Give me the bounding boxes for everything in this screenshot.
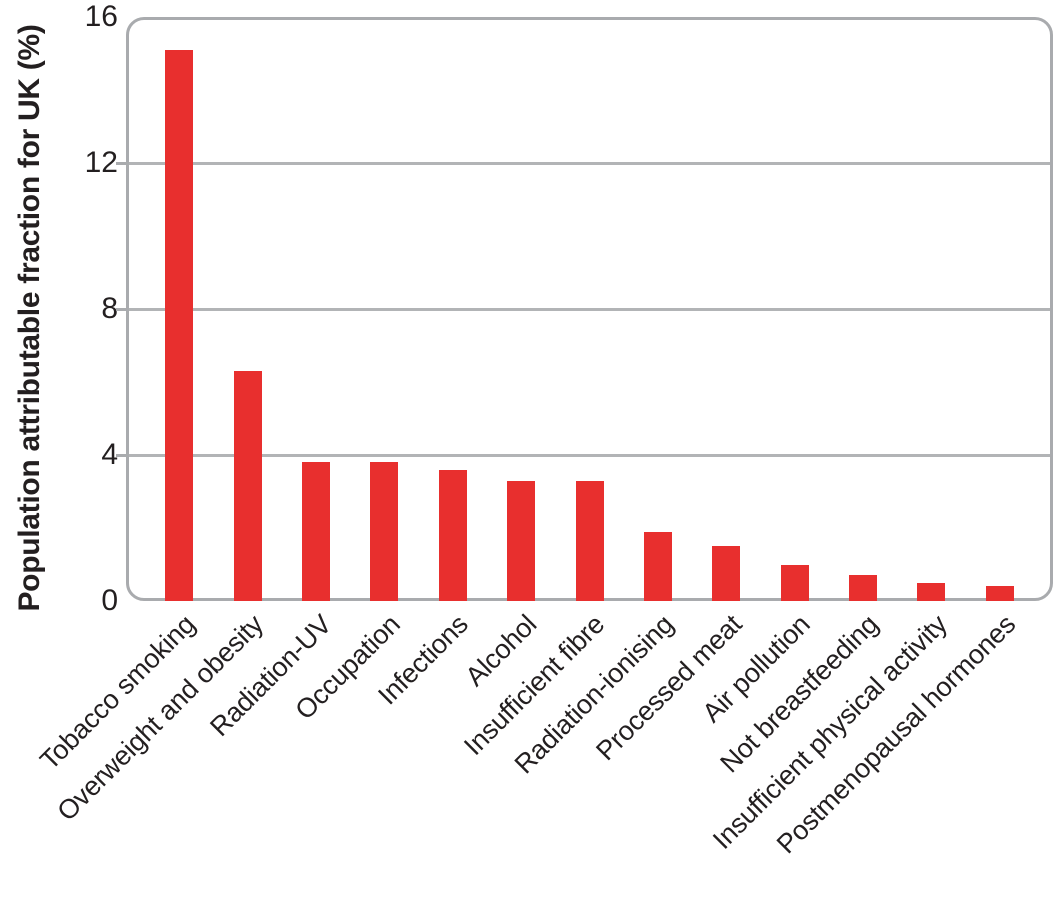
bar: [849, 575, 878, 601]
y-tick-mark: [116, 307, 126, 311]
bar-slot: [487, 17, 555, 601]
x-axis-labels: Tobacco smoking Overweight and obesity Rad…: [33, 609, 1022, 860]
y-tick-label: 0: [101, 584, 118, 617]
y-tick-label: 16: [84, 0, 118, 33]
bar: [507, 480, 536, 601]
plot-area: [126, 17, 1053, 601]
bar: [370, 462, 399, 601]
bar-slot: [213, 17, 281, 601]
bar-slot: [350, 17, 418, 601]
bar-slot: [829, 17, 897, 601]
bar: [917, 582, 946, 601]
bars: [145, 17, 1034, 601]
bar-slot: [624, 17, 692, 601]
bar: [712, 546, 741, 601]
bar: [438, 469, 467, 601]
bar: [643, 531, 672, 601]
gridline: [126, 453, 1053, 457]
y-tick-label: 12: [84, 146, 118, 179]
bar-slot: [419, 17, 487, 601]
bar-slot: [555, 17, 623, 601]
y-tick-mark: [116, 161, 126, 165]
bar-slot: [282, 17, 350, 601]
bar-slot: [761, 17, 829, 601]
bar: [985, 586, 1014, 601]
y-tick-label: 8: [101, 292, 118, 325]
y-tick-mark: [116, 453, 126, 457]
bar-slot: [145, 17, 213, 601]
bar: [301, 462, 330, 601]
bar: [780, 564, 809, 601]
y-tick-label: 4: [101, 438, 118, 471]
gridline: [126, 307, 1053, 311]
bar-slot: [966, 17, 1034, 601]
bar: [233, 371, 262, 601]
bar-slot: [897, 17, 965, 601]
bar-slot: [692, 17, 760, 601]
bar: [165, 49, 194, 601]
gridline: [126, 161, 1053, 165]
bar: [575, 480, 604, 601]
